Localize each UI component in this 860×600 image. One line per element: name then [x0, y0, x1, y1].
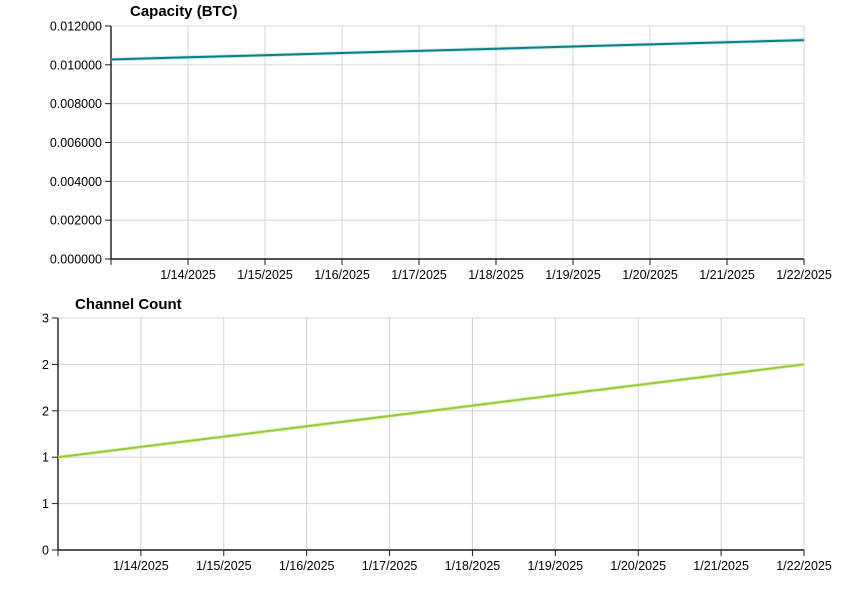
series-line	[110, 39, 805, 61]
x-tick-label: 1/16/2025	[314, 268, 370, 282]
x-tick-label: 1/19/2025	[528, 559, 584, 573]
y-tick-label: 0.012000	[50, 20, 102, 34]
x-tick-label: 1/21/2025	[699, 268, 755, 282]
x-tick-label: 1/21/2025	[693, 559, 749, 573]
channel-count-chart-title: Channel Count	[75, 296, 182, 313]
capacity-chart-canvas: 0.012000 0.010000 0.008000 0.006000 0.004000…	[50, 20, 832, 283]
x-tick-label: 1/22/2025	[776, 559, 832, 573]
y-tick-label: 0.000000	[50, 253, 102, 267]
x-tick-label: 1/17/2025	[391, 268, 447, 282]
y-tick-label: 0	[42, 544, 49, 558]
y-tick-label: 0.002000	[50, 214, 102, 228]
capacity-chart-title: Capacity (BTC)	[130, 3, 238, 20]
y-tick-label: 3	[42, 312, 49, 326]
y-tick-label: 1	[42, 497, 49, 511]
x-tick-label: 1/18/2025	[468, 268, 524, 282]
y-tick-label: 2	[42, 404, 49, 418]
x-tick-label: 1/19/2025	[545, 268, 601, 282]
x-tick-label: 1/22/2025	[776, 268, 832, 282]
x-tick-label: 1/14/2025	[160, 268, 216, 282]
channel-count-chart-canvas: 3 2 2 1 1 0 1/14/2025 1/15/2025 1/16/2025 1/17/20…	[42, 312, 832, 574]
y-tick-label: 0.010000	[50, 58, 102, 72]
y-tick-label: 2	[42, 358, 49, 372]
x-tick-label: 1/15/2025	[237, 268, 293, 282]
x-tick-label: 1/20/2025	[622, 268, 678, 282]
x-tick-label: 1/17/2025	[362, 559, 418, 573]
x-tick-label: 1/16/2025	[279, 559, 335, 573]
x-tick-label: 1/14/2025	[113, 559, 169, 573]
y-tick-label: 0.008000	[50, 97, 102, 111]
y-tick-label: 0.006000	[50, 136, 102, 150]
x-tick-label: 1/15/2025	[196, 559, 252, 573]
series-line	[57, 363, 805, 459]
y-tick-label: 0.004000	[50, 175, 102, 189]
y-tick-label: 1	[42, 451, 49, 465]
x-tick-label: 1/20/2025	[610, 559, 666, 573]
x-tick-label: 1/18/2025	[445, 559, 501, 573]
